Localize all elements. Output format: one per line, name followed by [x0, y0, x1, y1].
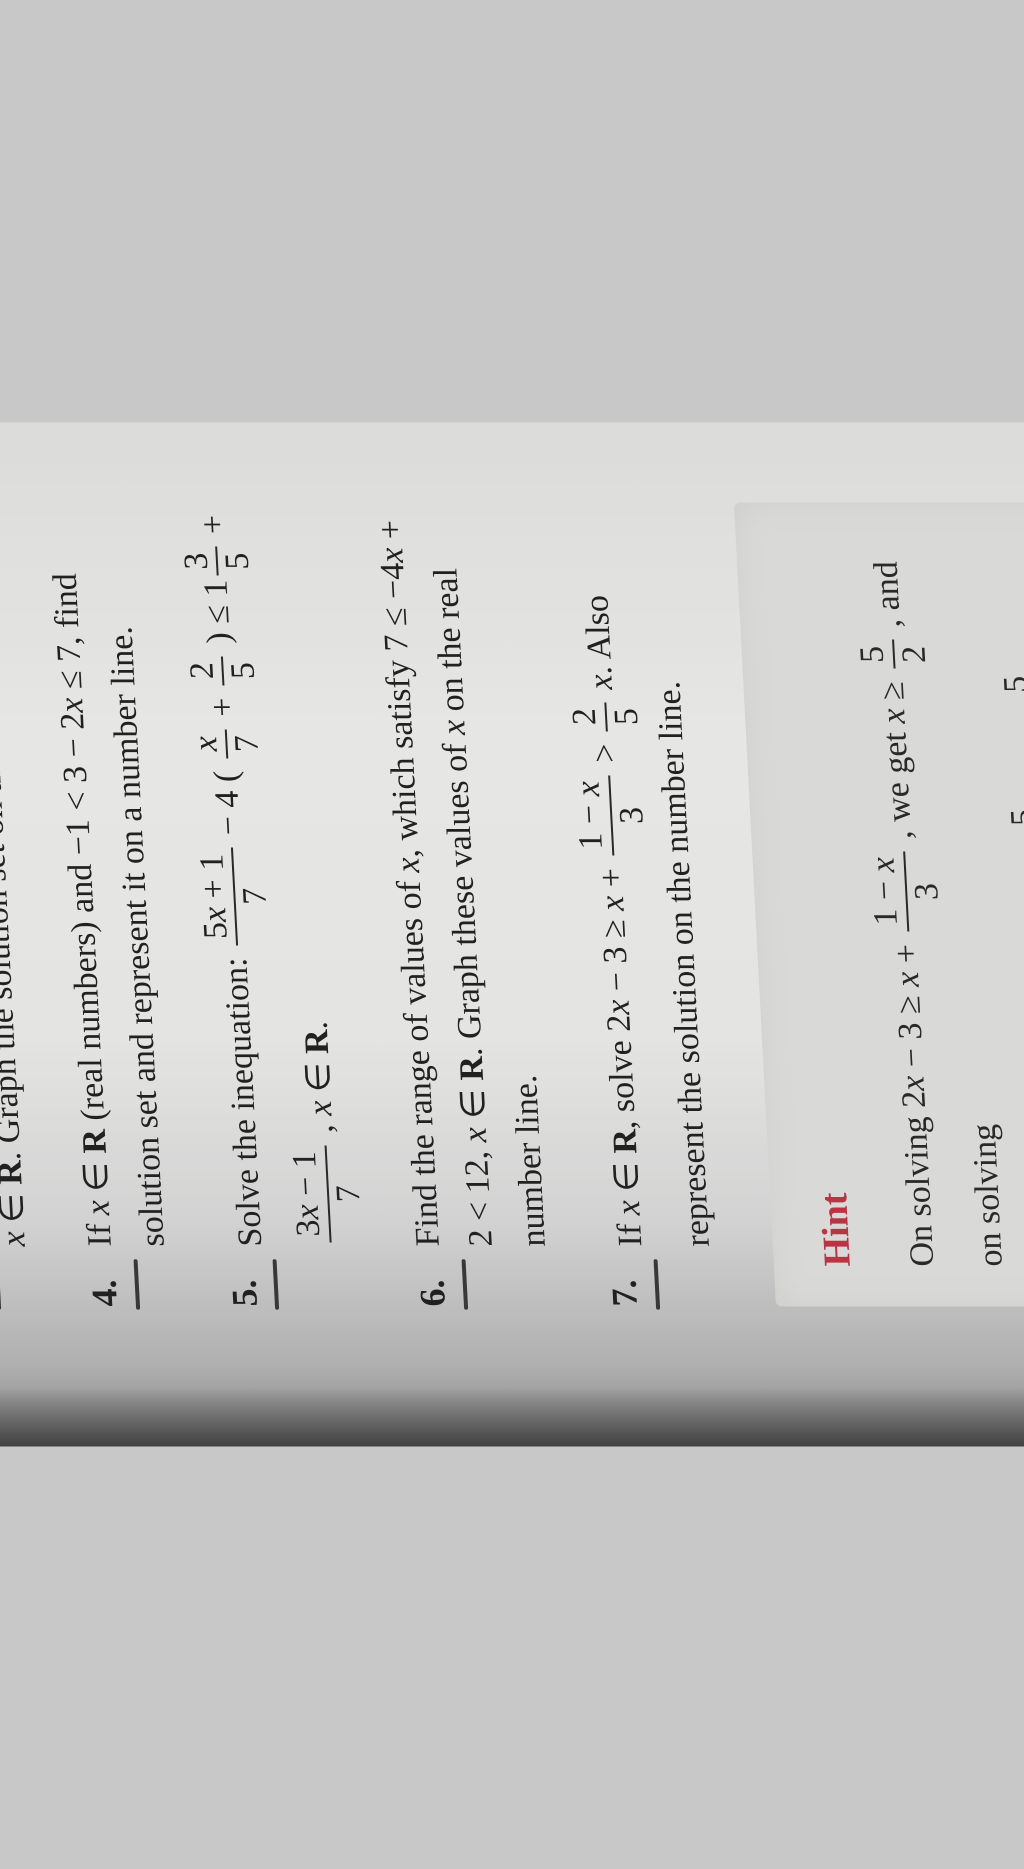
hint-line-1: On solving 2x − 3 ≥ x + 1 − x3 , we get … [849, 543, 1019, 1267]
problem-number: 6. [403, 1247, 462, 1307]
problem-body: If x ∈ R, solve 2x − 3 ≥ x + 1 − x3 > 25… [556, 503, 725, 1247]
hint-box: Hint On solving 2x − 3 ≥ x + 1 − x3 , we… [734, 503, 1024, 1307]
problem-7: 7.If x ∈ R, solve 2x − 3 ≥ x + 1 − x3 > … [556, 503, 728, 1307]
problem-number: 7. [595, 1247, 654, 1307]
problem-5: 5.Solve the inequation: 5x + 17 − 4 ( x7… [175, 503, 372, 1307]
problem-body: Solve the inequation: 5x + 17 − 4 ( x7 +… [175, 503, 369, 1247]
problem-body: Find the solution set of the inequation:… [0, 503, 41, 1247]
problem-number: 5. [214, 1247, 273, 1307]
problem-body: If x ∈ R (real numbers) and −1 < 3 − 2x … [36, 503, 180, 1247]
problem-3: 3.Find the solution set of the inequatio… [0, 503, 44, 1307]
problem-6: 6.Find the range of values of x, which s… [364, 503, 564, 1307]
problems-list: 1.Solve the inequation: 5x − 2 ≤ 3 (3 − … [0, 503, 728, 1307]
page: 1.Solve the inequation: 5x − 2 ≤ 3 (3 − … [0, 423, 1024, 1447]
hint-body: On solving 2x − 3 ≥ x + 1 − x3 , we get … [849, 543, 1024, 1267]
problem-4: 4.If x ∈ R (real numbers) and −1 < 3 − 2… [36, 503, 184, 1307]
problem-body: Find the range of values of x, which sat… [364, 503, 561, 1247]
problem-number: 4. [75, 1247, 134, 1307]
